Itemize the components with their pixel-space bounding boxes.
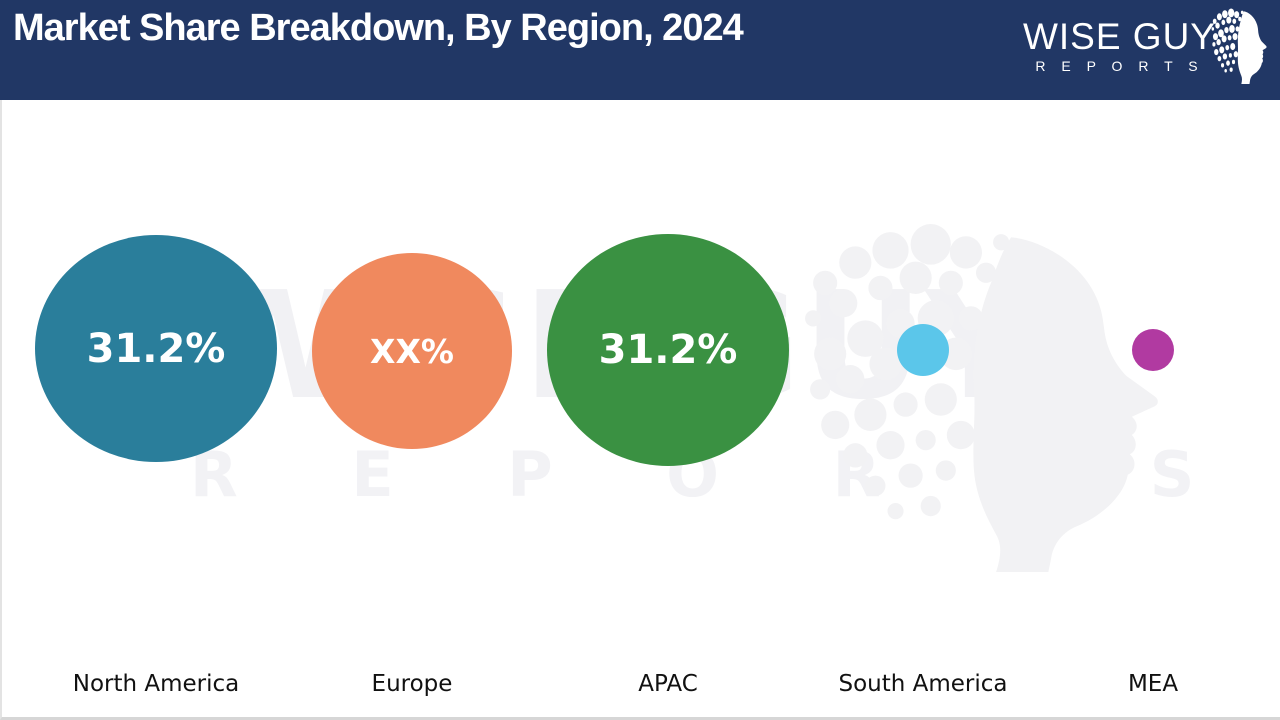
brand-subtitle: R E P O R T S <box>1035 58 1204 75</box>
region-label-europe: Europe <box>371 671 453 697</box>
bubble-value-north-america: 31.2% <box>86 325 226 372</box>
brand-logo: WISE GUY R E P O R T S <box>1023 8 1268 84</box>
brand-text: WISE GUY R E P O R T S <box>1022 15 1216 75</box>
region-label-mea: MEA <box>1127 671 1179 697</box>
page-title: Market Share Breakdown, By Region, 2024 <box>13 7 744 49</box>
brand-name: WISE GUY <box>1022 15 1216 57</box>
bubble-value-europe: XX% <box>370 331 454 371</box>
region-label-north-america: North America <box>72 671 240 697</box>
header-bar: Market Share Breakdown, By Region, 2024 … <box>0 0 1280 100</box>
chart-canvas: WISE GUY R E P O R T S 31.2% XX% 31.2% <box>0 100 1280 720</box>
region-label-apac: APAC <box>638 671 698 697</box>
bubble-europe: XX% <box>312 253 512 449</box>
watermark-head-icon <box>805 224 1158 572</box>
bubble-south-america <box>897 324 949 376</box>
bubble-value-apac: 31.2% <box>598 327 738 373</box>
bubble-north-america: 31.2% <box>35 235 277 462</box>
region-label-south-america: South America <box>838 671 1008 697</box>
wiseguy-head-icon <box>1211 8 1267 84</box>
bubble-apac: 31.2% <box>547 234 789 466</box>
bubble-mea <box>1132 329 1174 371</box>
